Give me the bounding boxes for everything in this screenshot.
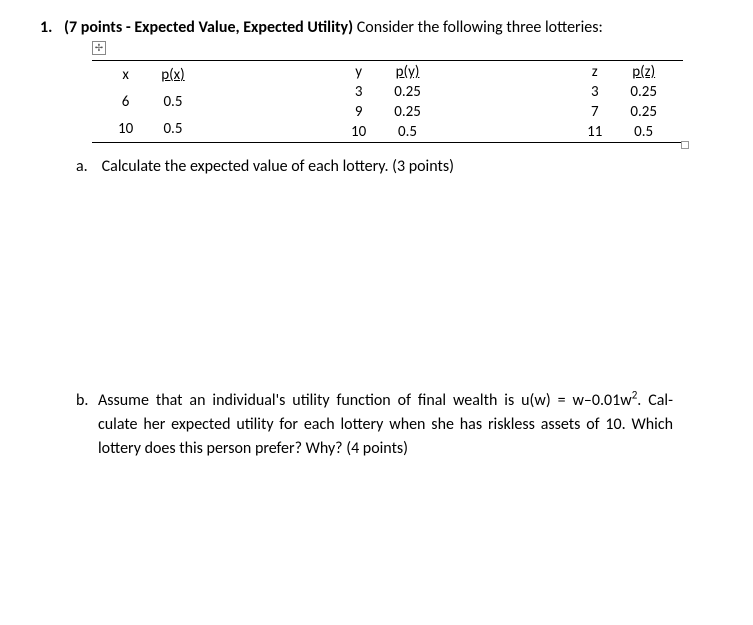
table-row: 3 0.25 [573, 82, 671, 102]
header-y-prob: p(y) [380, 61, 435, 82]
table-resize-handle-icon[interactable] [681, 141, 689, 149]
part-b-line1-suffix: . Cal- [637, 391, 673, 410]
part-b-letter: b. [76, 389, 98, 413]
part-a: a. Calculate the expected value of each … [76, 155, 713, 179]
question-points: (7 points - Expected Value, Expected Uti… [64, 18, 353, 37]
cell-prob: 0.25 [616, 82, 671, 102]
cell-value: 10 [104, 115, 147, 142]
cell-value: 9 [337, 102, 380, 122]
lottery-tables: x p(x) 6 0.5 10 0.5 y p(y) 3 0.25 9 0.25… [92, 60, 683, 143]
cell-prob: 0.5 [147, 115, 198, 142]
cell-prob: 0.5 [380, 122, 435, 142]
table-row: 9 0.25 [337, 102, 435, 122]
part-b-line1-prefix: Assume that an individual's utility func… [98, 391, 632, 410]
header-z-prob: p(z) [616, 61, 671, 82]
question-intro: Consider the following three lotteries: [357, 18, 603, 37]
part-b: b. Assume that an individual's utility f… [76, 389, 713, 461]
part-a-text: Calculate the expected value of each lot… [102, 157, 454, 176]
part-b-line2: culate her expected utility for each lot… [98, 415, 626, 434]
table-row: 3 0.25 [337, 82, 435, 102]
cell-prob: 0.25 [380, 102, 435, 122]
header-x-prob: p(x) [147, 61, 198, 89]
table-row: 10 0.5 [104, 115, 199, 142]
part-a-letter: a. [76, 155, 98, 179]
header-x-var: x [104, 61, 147, 89]
table-row: 11 0.5 [573, 122, 671, 142]
cell-prob: 0.5 [616, 122, 671, 142]
cell-value: 3 [573, 82, 616, 102]
table-row: 6 0.5 [104, 89, 199, 116]
cell-value: 10 [337, 122, 380, 142]
cell-value: 6 [104, 89, 147, 116]
part-b-body: Assume that an individual's utility func… [76, 389, 673, 461]
header-z-var: z [573, 61, 616, 82]
lottery-table-x: x p(x) 6 0.5 10 0.5 [104, 61, 199, 142]
question-header: 1. (7 points - Expected Value, Expected … [40, 18, 713, 37]
lottery-table-y: y p(y) 3 0.25 9 0.25 10 0.5 [337, 61, 435, 142]
cell-prob: 0.25 [380, 82, 435, 102]
header-y-var: y [337, 61, 380, 82]
lottery-table-z: z p(z) 3 0.25 7 0.25 11 0.5 [573, 61, 671, 142]
table-row: 10 0.5 [337, 122, 435, 142]
table-anchor-icon[interactable]: ✢ [92, 41, 106, 55]
cell-value: 7 [573, 102, 616, 122]
table-row: 7 0.25 [573, 102, 671, 122]
cell-value: 11 [573, 122, 616, 142]
cell-prob: 0.25 [616, 102, 671, 122]
question-number: 1. [40, 18, 52, 37]
cell-value: 3 [337, 82, 380, 102]
cell-prob: 0.5 [147, 89, 198, 116]
